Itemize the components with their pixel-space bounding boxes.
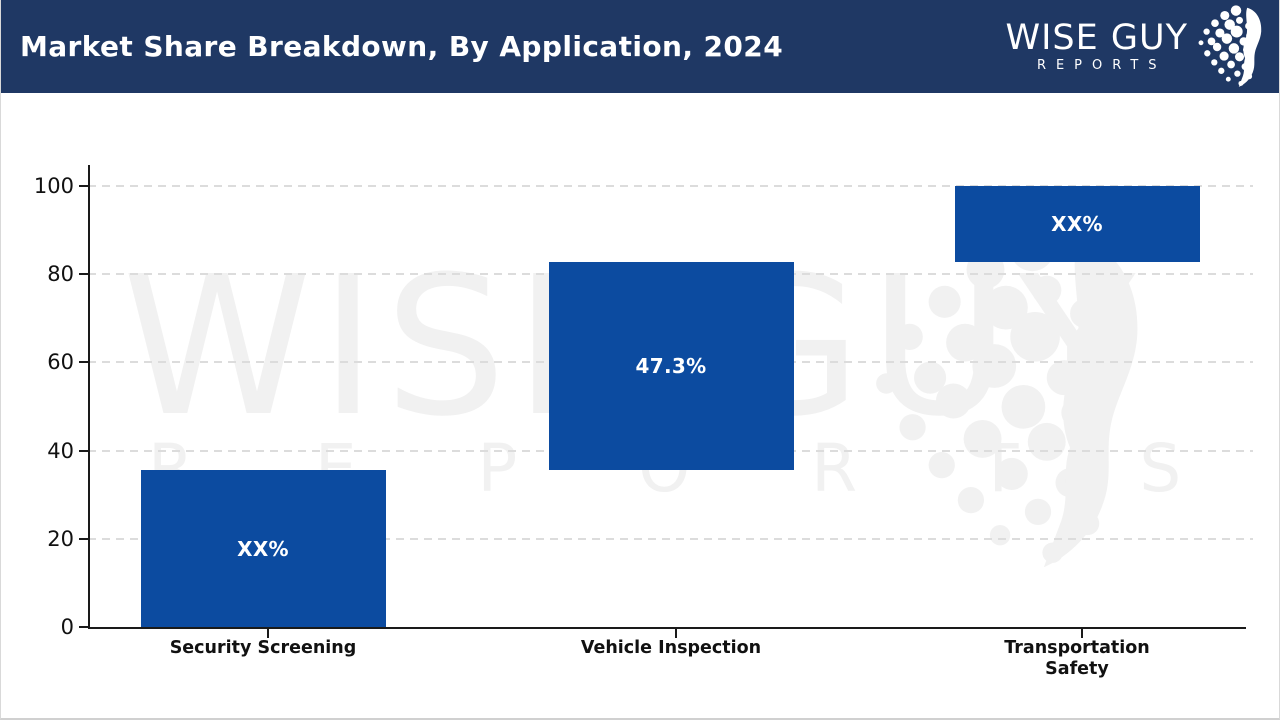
- y-tick: [79, 537, 88, 540]
- bar-value-label: XX%: [1051, 211, 1103, 236]
- bar-value-label: 47.3%: [635, 354, 707, 379]
- y-axis: [88, 165, 90, 629]
- bar-segment: XX%: [954, 186, 1200, 262]
- y-tick-label: 60: [47, 350, 74, 375]
- category-label: Security Screening: [169, 638, 357, 658]
- page-title: Market Share Breakdown, By Application, …: [20, 30, 784, 63]
- logo-sub-text: REPORTS: [1036, 58, 1167, 73]
- y-tick: [79, 626, 88, 628]
- bar-segment: XX%: [140, 470, 386, 627]
- y-tick: [79, 361, 88, 364]
- category-label: Transportation Safety: [1004, 638, 1150, 680]
- logo-name-text: WISE GUY: [1005, 18, 1188, 58]
- y-tick: [79, 185, 88, 187]
- x-tick: [267, 629, 269, 638]
- y-tick-label: 0: [60, 615, 74, 639]
- y-tick: [79, 273, 88, 276]
- category-label: Vehicle Inspection: [580, 638, 762, 658]
- bar-segment: 47.3%: [548, 261, 794, 471]
- wiseguy-face-icon: [1198, 4, 1262, 87]
- x-tick: [1081, 629, 1083, 638]
- header-bar: Market Share Breakdown, By Application, …: [0, 0, 1280, 93]
- x-axis: [88, 627, 1246, 629]
- y-tick-label: 40: [47, 438, 74, 463]
- gridline: [88, 185, 1253, 187]
- y-tick-label: 20: [47, 526, 74, 551]
- wiseguy-logo: WISE GUY REPORTS: [1005, 4, 1280, 89]
- x-tick: [675, 629, 677, 638]
- bar-value-label: XX%: [237, 536, 289, 561]
- y-tick: [79, 449, 88, 452]
- wiseguy-face-watermark-icon: [876, 227, 1138, 568]
- gridline: [88, 537, 1253, 540]
- y-tick-label: 100: [33, 174, 74, 198]
- y-tick-label: 80: [47, 262, 74, 287]
